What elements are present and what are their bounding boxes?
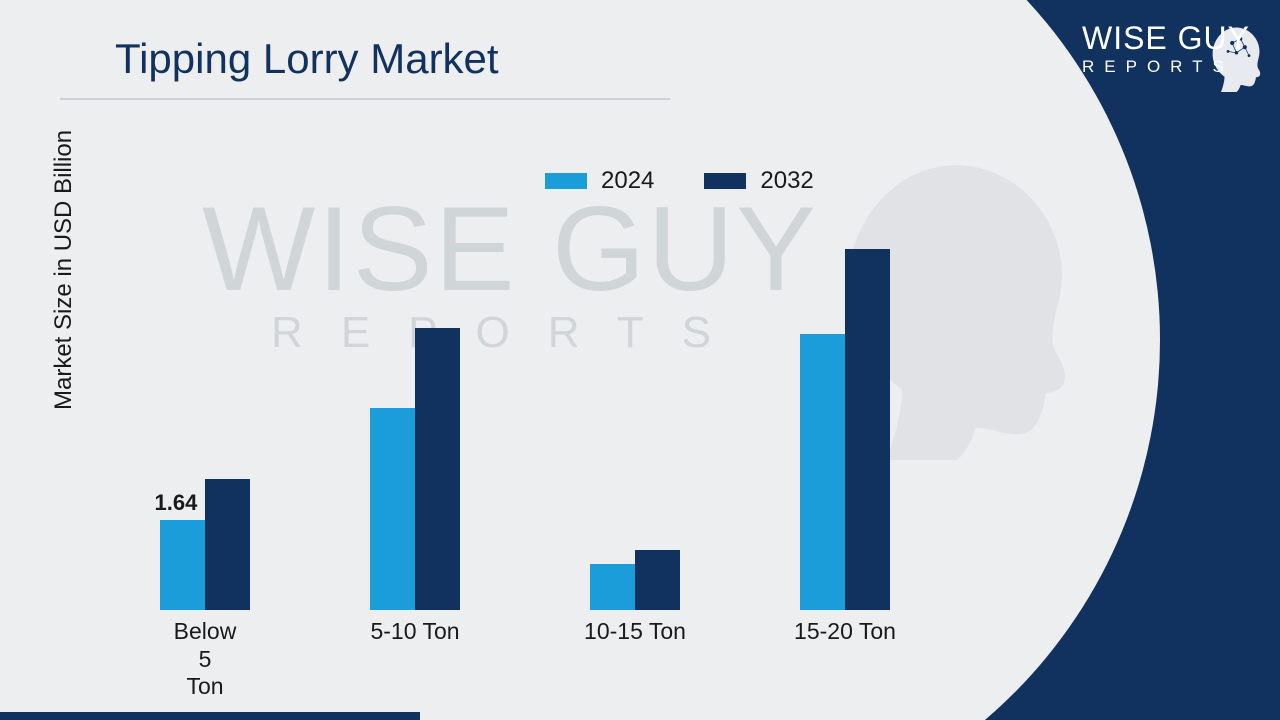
chart-plot-area: 1.64Below5Ton5-10 Ton10-15 Ton15-20 Ton [100, 200, 920, 610]
bar-group [800, 249, 890, 610]
bar-group [370, 328, 460, 610]
bar-group [160, 479, 250, 610]
bar [160, 520, 205, 610]
legend-swatch-2024 [545, 173, 587, 189]
x-axis-label: 10-15 Ton [565, 618, 705, 646]
x-axis-label: 15-20 Ton [775, 618, 915, 646]
x-axis-label: 5-10 Ton [345, 618, 485, 646]
brand-logo: WISE GUY REPORTS [1082, 22, 1250, 75]
legend-swatch-2032 [704, 173, 746, 189]
bar [635, 550, 680, 610]
bar-group [590, 550, 680, 610]
bar [590, 564, 635, 610]
bar [415, 328, 460, 610]
chart-legend: 2024 2032 [545, 167, 814, 195]
logo-line2: REPORTS [1082, 58, 1250, 75]
bar [845, 249, 890, 610]
x-axis-label: Below5Ton [135, 618, 275, 701]
legend-label-2024: 2024 [601, 167, 654, 195]
chart-slide: WISE GUY REPORTS Tipping Lorry Market WI… [0, 0, 1280, 720]
legend-label-2032: 2032 [760, 167, 813, 195]
title-underline [60, 98, 670, 100]
logo-line1: WISE GUY [1082, 22, 1250, 54]
bar [205, 479, 250, 610]
bottom-accent-bar [0, 712, 420, 720]
legend-item-2032: 2032 [704, 167, 813, 195]
bar [370, 408, 415, 610]
y-axis-label: Market Size in USD Billion [50, 130, 78, 410]
chart-title: Tipping Lorry Market [115, 35, 499, 83]
legend-item-2024: 2024 [545, 167, 654, 195]
bar [800, 334, 845, 610]
